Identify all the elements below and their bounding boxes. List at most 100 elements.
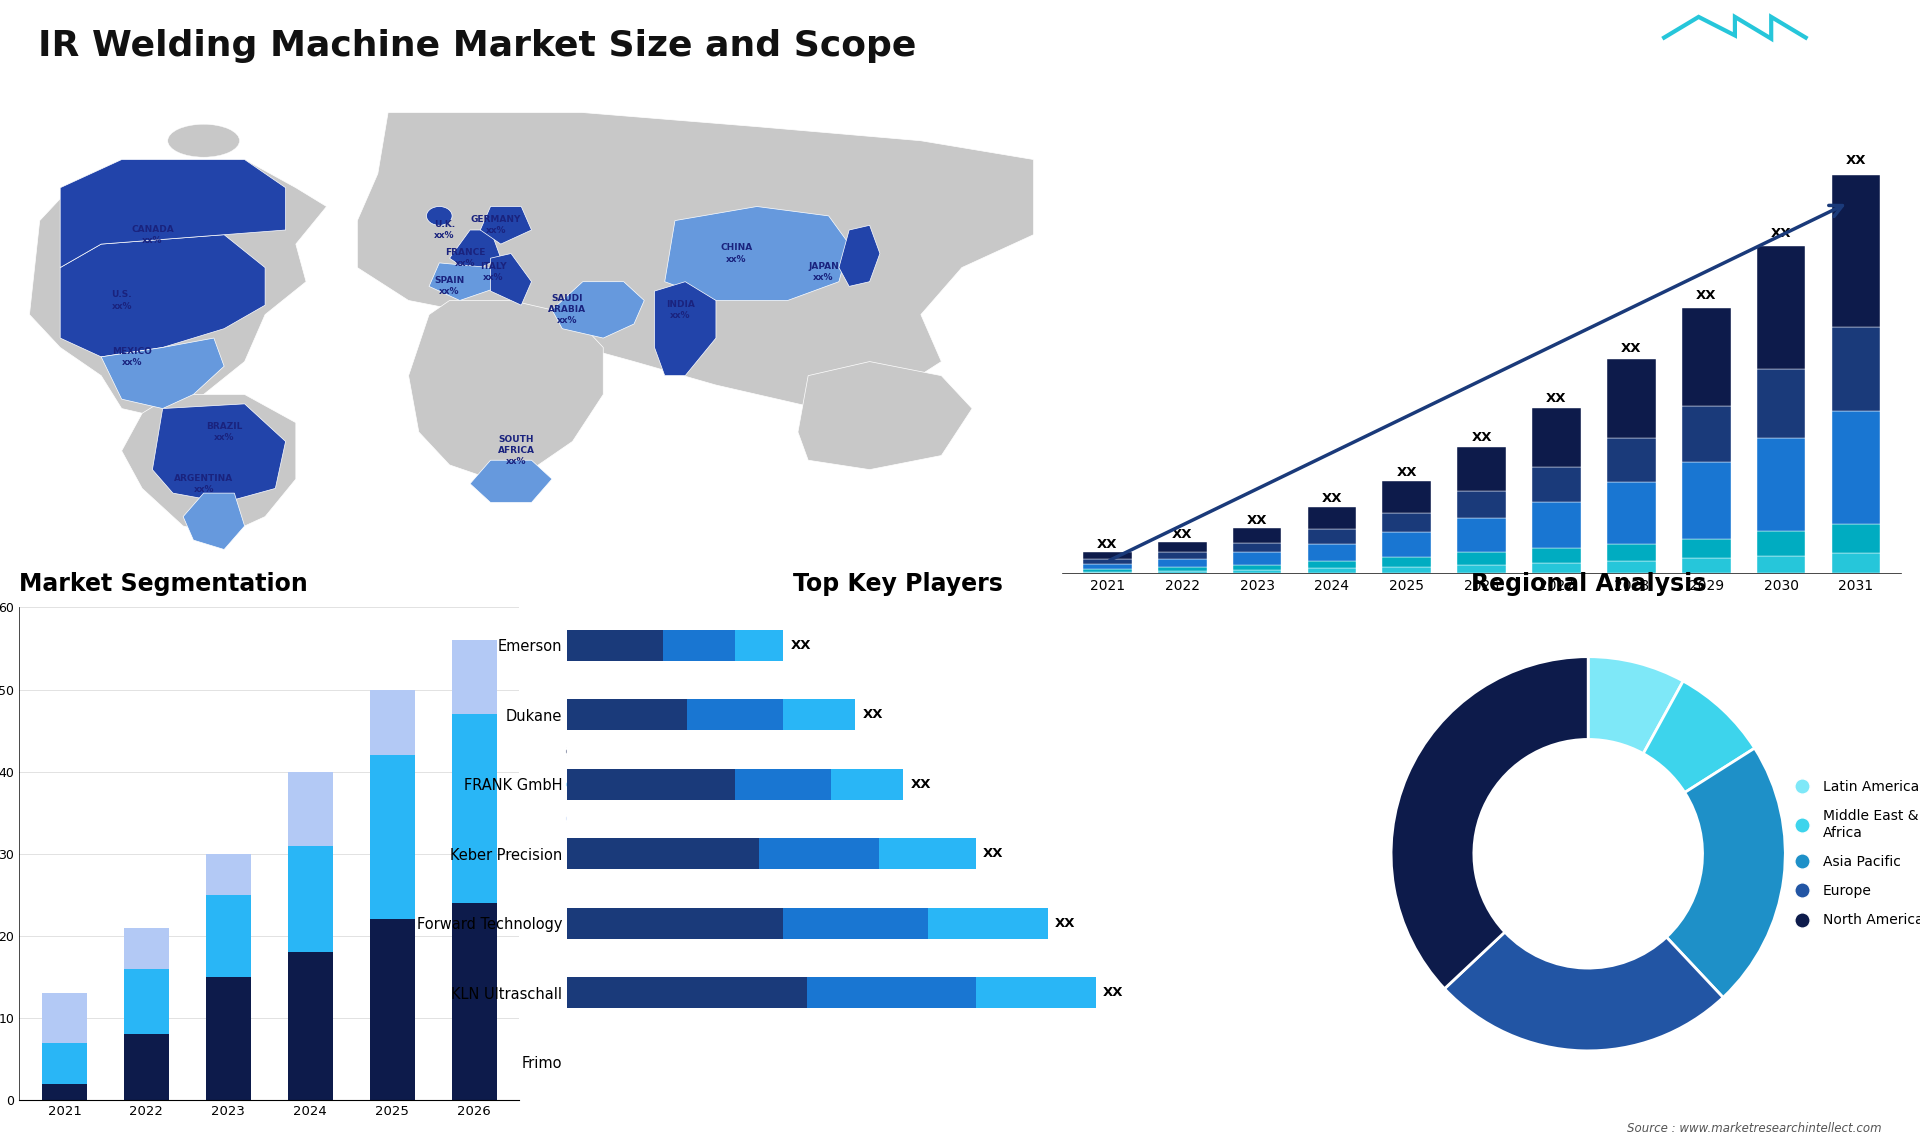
Bar bbox=[783, 908, 927, 939]
Bar bbox=[566, 908, 783, 939]
Bar bbox=[1832, 328, 1880, 410]
Text: XX: XX bbox=[910, 778, 931, 791]
Bar bbox=[1158, 542, 1206, 552]
Polygon shape bbox=[409, 300, 603, 479]
Bar bbox=[1532, 502, 1580, 549]
Wedge shape bbox=[1667, 748, 1786, 997]
Polygon shape bbox=[449, 230, 501, 273]
Bar bbox=[371, 690, 415, 755]
Bar bbox=[125, 968, 169, 1035]
Bar bbox=[1158, 571, 1206, 573]
Polygon shape bbox=[182, 493, 244, 549]
Text: XX: XX bbox=[791, 639, 810, 652]
Polygon shape bbox=[490, 253, 532, 305]
Text: XX: XX bbox=[1620, 342, 1642, 355]
Bar bbox=[1158, 559, 1206, 566]
Bar bbox=[1233, 552, 1281, 565]
Bar bbox=[687, 699, 783, 730]
Text: IR Welding Machine Market Size and Scope: IR Welding Machine Market Size and Scope bbox=[38, 29, 916, 63]
Bar bbox=[758, 838, 879, 870]
Text: XX: XX bbox=[1246, 513, 1267, 527]
Text: XX: XX bbox=[1845, 154, 1866, 167]
Bar bbox=[125, 1035, 169, 1100]
Text: RESEARCH: RESEARCH bbox=[1791, 63, 1855, 73]
Bar bbox=[1532, 563, 1580, 573]
Bar bbox=[1607, 359, 1655, 438]
Title: Top Key Players: Top Key Players bbox=[793, 572, 1002, 596]
Bar bbox=[1682, 462, 1730, 539]
Polygon shape bbox=[29, 159, 326, 418]
Text: XX: XX bbox=[1102, 987, 1123, 999]
Bar bbox=[1382, 532, 1430, 557]
Bar bbox=[1757, 438, 1805, 532]
Bar bbox=[1233, 570, 1281, 573]
Bar bbox=[566, 630, 662, 661]
Bar bbox=[205, 854, 252, 895]
Bar bbox=[1308, 560, 1356, 568]
Legend: Type, Application, Geography: Type, Application, Geography bbox=[553, 738, 689, 832]
Polygon shape bbox=[60, 235, 265, 356]
Bar bbox=[1382, 566, 1430, 573]
Bar bbox=[288, 952, 332, 1100]
Bar bbox=[1233, 565, 1281, 570]
Bar bbox=[1532, 408, 1580, 468]
Bar bbox=[1457, 552, 1505, 565]
Bar bbox=[1158, 566, 1206, 571]
Bar bbox=[1607, 560, 1655, 573]
Title: Regional Analysis: Regional Analysis bbox=[1471, 572, 1705, 596]
Bar bbox=[1757, 369, 1805, 438]
Wedge shape bbox=[1588, 657, 1684, 754]
Bar bbox=[1532, 468, 1580, 502]
Polygon shape bbox=[60, 159, 286, 267]
Text: ITALY
xx%: ITALY xx% bbox=[480, 262, 507, 282]
Bar bbox=[1682, 406, 1730, 462]
Bar bbox=[1832, 554, 1880, 573]
Polygon shape bbox=[655, 282, 716, 376]
Bar bbox=[288, 846, 332, 952]
Polygon shape bbox=[839, 226, 879, 286]
Bar bbox=[451, 641, 497, 714]
Bar bbox=[1233, 542, 1281, 552]
Text: MARKET: MARKET bbox=[1791, 41, 1841, 52]
Text: CANADA
xx%: CANADA xx% bbox=[131, 225, 175, 245]
Bar bbox=[1682, 558, 1730, 573]
Text: FRANCE
xx%: FRANCE xx% bbox=[445, 249, 486, 268]
Bar bbox=[735, 769, 831, 800]
Polygon shape bbox=[102, 338, 225, 408]
Text: XX: XX bbox=[1321, 493, 1342, 505]
Bar bbox=[1832, 175, 1880, 328]
Bar bbox=[1083, 570, 1131, 572]
Bar bbox=[879, 838, 975, 870]
Text: SAUDI
ARABIA
xx%: SAUDI ARABIA xx% bbox=[549, 295, 586, 325]
Text: XX: XX bbox=[983, 847, 1004, 861]
Bar bbox=[205, 976, 252, 1100]
Bar bbox=[371, 919, 415, 1100]
Wedge shape bbox=[1444, 932, 1722, 1051]
Bar bbox=[1083, 552, 1131, 559]
Text: XX: XX bbox=[1171, 528, 1192, 541]
Text: XX: XX bbox=[1396, 465, 1417, 479]
Bar bbox=[1682, 539, 1730, 558]
Bar bbox=[566, 978, 806, 1008]
Bar bbox=[42, 994, 86, 1043]
Ellipse shape bbox=[426, 206, 451, 226]
Bar bbox=[806, 978, 975, 1008]
Bar bbox=[1832, 410, 1880, 524]
Bar bbox=[1607, 482, 1655, 543]
Text: SOUTH
AFRICA
xx%: SOUTH AFRICA xx% bbox=[497, 435, 534, 466]
Text: Market Segmentation: Market Segmentation bbox=[19, 572, 307, 596]
Polygon shape bbox=[470, 461, 553, 502]
Text: JAPAN
xx%: JAPAN xx% bbox=[808, 262, 839, 282]
Polygon shape bbox=[428, 262, 501, 300]
Text: BRAZIL
xx%: BRAZIL xx% bbox=[205, 422, 242, 442]
Ellipse shape bbox=[167, 124, 240, 157]
Bar bbox=[1382, 557, 1430, 566]
Bar bbox=[1158, 552, 1206, 559]
Bar bbox=[451, 903, 497, 1100]
Bar bbox=[783, 699, 856, 730]
Bar bbox=[1457, 447, 1505, 490]
Bar bbox=[735, 630, 783, 661]
Bar bbox=[205, 895, 252, 976]
Polygon shape bbox=[357, 112, 1033, 408]
Bar bbox=[927, 908, 1048, 939]
